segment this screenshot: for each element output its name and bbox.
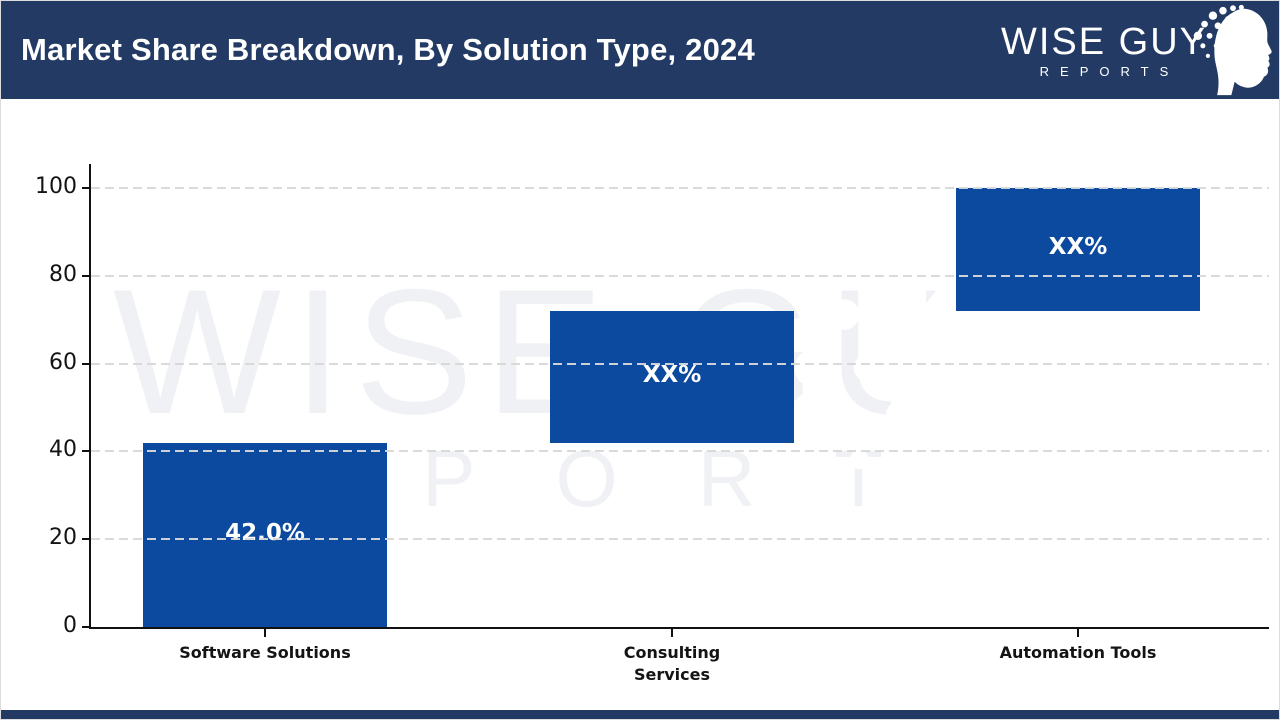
- y-tick-label: 80: [49, 261, 77, 287]
- gridline: [91, 362, 1269, 365]
- x-category-label-line: Services: [633, 664, 711, 684]
- header-bar: Market Share Breakdown, By Solution Type…: [1, 1, 1279, 99]
- x-category-label: Software Solutions: [105, 642, 425, 664]
- bar-value-label: XX%: [642, 361, 702, 388]
- x-tick-mark: [264, 629, 266, 637]
- y-tick-mark: [82, 626, 90, 628]
- y-tick-mark: [82, 362, 90, 365]
- y-tick-mark: [82, 274, 90, 277]
- gridline: [91, 450, 1269, 453]
- x-category-label-line: Consulting: [623, 643, 721, 662]
- page-title: Market Share Breakdown, By Solution Type…: [21, 32, 755, 67]
- y-tick-mark: [82, 450, 90, 453]
- x-category-label-line: Software Solutions: [179, 643, 351, 662]
- bar: 42.0%: [143, 442, 387, 627]
- x-category-label: Consulting Services: [512, 642, 832, 685]
- x-category-label-line: Automation Tools: [999, 643, 1157, 662]
- wiseguy-logo: WISE GUY REPORTS: [1001, 4, 1275, 96]
- footer-bar: [1, 710, 1279, 719]
- y-tick-mark: [82, 187, 90, 189]
- bar-value-label: XX%: [1048, 234, 1108, 261]
- gridline: [91, 187, 1269, 189]
- logo-face-icon: [1193, 4, 1272, 96]
- y-tick-label: 40: [49, 437, 77, 463]
- x-tick-mark: [1077, 629, 1079, 637]
- y-tick-label: 100: [35, 174, 77, 199]
- y-tick-label: 60: [49, 349, 77, 375]
- y-axis-line: [89, 164, 91, 629]
- x-axis-line: [89, 627, 1269, 629]
- x-category-label: Automation Tools: [918, 642, 1238, 664]
- y-tick-mark: [82, 538, 90, 541]
- logo-subtext: REPORTS: [1039, 63, 1180, 79]
- logo-text: WISE GUY REPORTS: [1001, 23, 1207, 78]
- bar: XX%: [956, 188, 1200, 311]
- y-tick-label: 20: [49, 525, 77, 551]
- bar: XX%: [550, 310, 794, 443]
- gridline: [91, 274, 1269, 277]
- logo-wordmark: WISE GUY: [1000, 20, 1207, 63]
- gridline: [91, 538, 1269, 541]
- bar-value-label: 42.0%: [225, 519, 305, 546]
- x-tick-mark: [671, 629, 673, 637]
- y-tick-label: 0: [63, 613, 77, 638]
